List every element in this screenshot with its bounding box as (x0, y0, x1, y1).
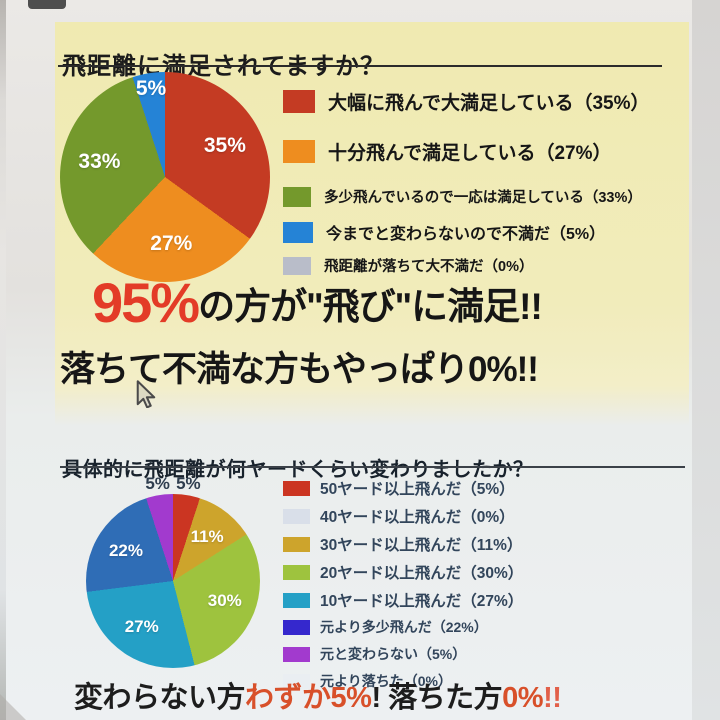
legend-label: 10ヤード以上飛んだ（27%） (320, 593, 524, 610)
legend-label: 今までと変わらないので不満だ（5%） (326, 226, 606, 243)
legend-label: 元より多少飛んだ（22%） (320, 619, 488, 635)
legend-swatch (283, 480, 310, 496)
pie-slice-label: 5% (135, 76, 167, 100)
legend-item: 10ヤード以上飛んだ（27%） (283, 589, 685, 611)
pie-slice-label: 5% (176, 473, 201, 493)
photo-left-edge (0, 0, 6, 720)
photo-top-artifact (28, 0, 66, 9)
legend-label: 大幅に飛んで大満足している（35%） (328, 93, 650, 114)
legend-item: 50ヤード以上飛んだ（5%） (283, 477, 685, 499)
legend-item: 多少飛んでいるので一応は満足している（33%） (283, 186, 685, 207)
legend-item: 30ヤード以上飛んだ（11%） (283, 533, 685, 555)
legend-item: 飛距離が落ちて大不満だ（0%） (283, 255, 685, 276)
section1-title-underline (58, 65, 662, 67)
headline-line1: 95%の方が"飛び"に満足!! (92, 270, 680, 335)
satisfaction-pie-chart: 35% 27% 33% 5% (60, 72, 270, 282)
pie-slice-label: 11% (190, 527, 224, 546)
legend-swatch (283, 592, 310, 608)
legend-item: 今までと変わらないので不満だ（5%） (283, 220, 685, 244)
legend-label: 50ヤード以上飛んだ（5%） (320, 481, 515, 498)
pie-slice-label: 22% (108, 541, 143, 561)
legend-swatch (283, 619, 310, 635)
legend-label: 元より落ちた（0%） (320, 673, 452, 689)
pie-slice-label: 27% (150, 231, 193, 255)
conclusion-segment: わずか5% (245, 682, 372, 714)
satisfaction-legend: 大幅に飛んで大満足している（35%） 十分飛んで満足している（27%） 多少飛んでい… (283, 88, 685, 276)
legend-swatch (283, 221, 313, 243)
legend-label: 十分飛んで満足している（27%） (328, 143, 612, 164)
legend-swatch (283, 536, 310, 552)
pie-slice-label: 35% (203, 134, 246, 158)
legend-swatch (283, 508, 310, 524)
legend-label: 元と変わらない（5%） (320, 646, 467, 662)
legend-label: 30ヤード以上飛んだ（11%） (320, 537, 523, 554)
legend-swatch (283, 673, 310, 689)
conclusion-segment: !! (543, 682, 562, 714)
pie-slice-label: 5% (145, 473, 170, 493)
headline-95-percent: 95% (92, 271, 200, 334)
pie-slice-label: 33% (78, 150, 121, 174)
legend-label: 飛距離が落ちて大不満だ（0%） (324, 259, 534, 275)
mouse-cursor-icon (136, 380, 156, 408)
yardage-legend: 50ヤード以上飛んだ（5%） 40ヤード以上飛んだ（0%） 30ヤード以上飛んだ（1… (283, 477, 685, 698)
pie-slice-label: 27% (124, 617, 159, 637)
legend-label: 多少飛んでいるので一応は満足している（33%） (324, 190, 642, 206)
headline-line1-rest: の方が"飛び"に満足!! (198, 286, 543, 327)
legend-swatch (283, 646, 310, 662)
section2-title-underline (60, 466, 685, 468)
conclusion-segment: 変わらない方 (74, 682, 246, 714)
legend-swatch (283, 140, 315, 163)
yardage-pie-chart: 5% 11% 30% 27% 22% 5% (86, 474, 260, 668)
pie-slice-label: 30% (207, 591, 242, 611)
legend-swatch (283, 256, 311, 275)
legend-swatch (283, 90, 315, 113)
photo-right-edge (692, 0, 720, 720)
legend-item: 元より落ちた（0%） (283, 671, 685, 691)
legend-item: 40ヤード以上飛んだ（0%） (283, 505, 685, 527)
conclusion-line: 変わらない方わずか5%! 落ちた方0%!! (74, 674, 562, 716)
legend-label: 40ヤード以上飛んだ（0%） (320, 509, 515, 526)
conclusion-segment: ! (371, 682, 389, 714)
legend-item: 大幅に飛んで大満足している（35%） (283, 88, 685, 115)
photo-corner-artifact (0, 694, 26, 720)
legend-item: 元より多少飛んだ（22%） (283, 617, 685, 637)
section2-title: 具体的に飛距離が何ヤードくらい変わりましたか？ (62, 458, 534, 481)
conclusion-segment: 0% (502, 682, 544, 714)
legend-swatch (283, 186, 311, 207)
legend-item: 20ヤード以上飛んだ（30%） (283, 561, 685, 583)
legend-item: 元と変わらない（5%） (283, 644, 685, 664)
headline: 95%の方が"飛び"に満足!! 落ちて不満な方もやっぱり0%!! (60, 270, 680, 392)
legend-label: 20ヤード以上飛んだ（30%） (320, 565, 524, 582)
legend-item: 十分飛んで満足している（27%） (283, 138, 685, 165)
conclusion-segment: 落ちた方 (388, 682, 503, 714)
legend-swatch (283, 564, 310, 580)
section1-title: 飛距離に満足されてますか？ (62, 53, 386, 81)
